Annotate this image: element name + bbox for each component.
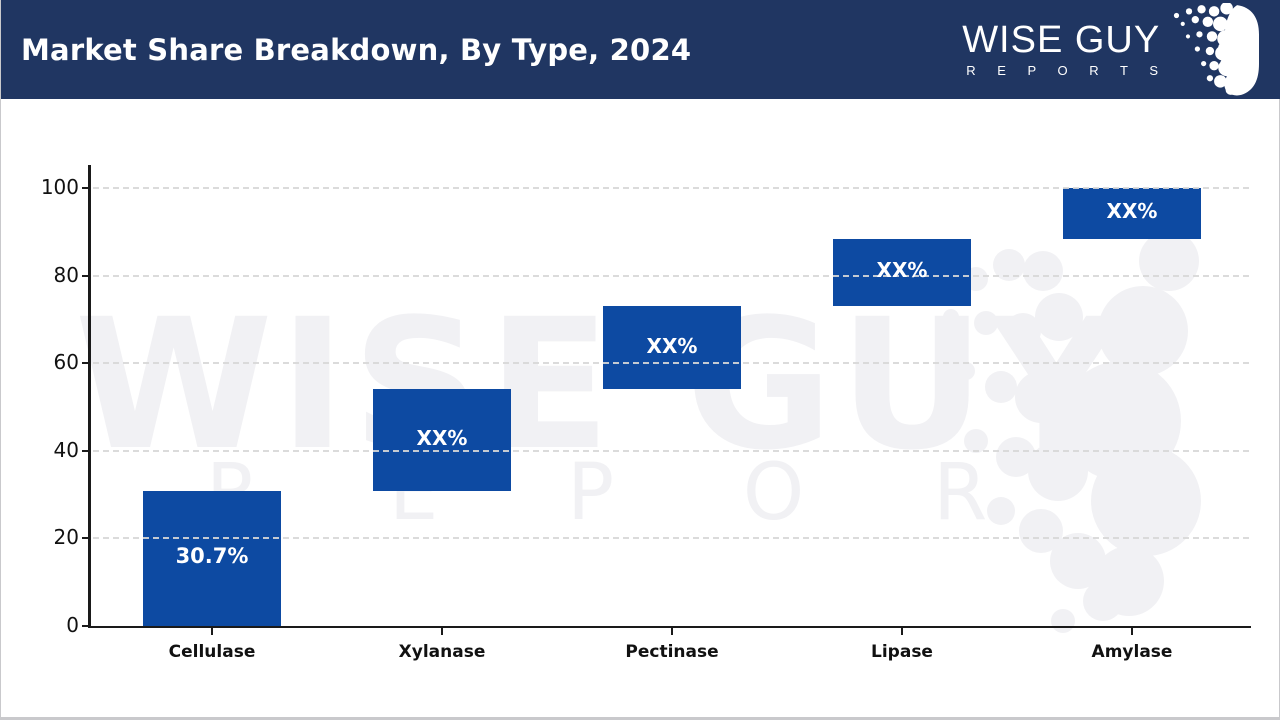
bar-cellulase — [143, 491, 281, 626]
gridline-y20 — [93, 537, 1249, 539]
gridline-y60 — [93, 362, 1249, 364]
x-axis-category-label: Cellulase — [168, 641, 256, 662]
y-axis-tick-mark — [82, 362, 90, 364]
y-axis-tick-label: 80 — [53, 262, 79, 287]
bar-value-label: XX% — [876, 258, 928, 283]
brand-name: WISE GUY — [962, 19, 1161, 61]
bar-pectinase — [603, 306, 741, 390]
x-axis-category-label: Xylanase — [398, 641, 486, 662]
x-axis-tick-mark — [441, 625, 443, 635]
y-axis-tick-mark — [82, 537, 90, 539]
x-axis-tick-mark — [1131, 625, 1133, 635]
y-axis-spine — [88, 165, 91, 628]
brand-logo: WISE GUY R E P O R T S — [962, 2, 1280, 97]
y-axis-tick-mark — [82, 624, 90, 627]
page-title: Market Share Breakdown, By Type, 2024 — [21, 32, 692, 67]
y-axis-tick-label: 40 — [53, 437, 79, 462]
x-axis-tick-mark — [901, 625, 903, 635]
bar-value-label: XX% — [416, 426, 468, 451]
bar-value-label: XX% — [1106, 199, 1158, 224]
y-axis-tick-label: 60 — [53, 350, 79, 374]
gridline-y40 — [93, 449, 1249, 452]
header-banner: Market Share Breakdown, By Type, 2024 WI… — [1, 0, 1280, 99]
y-axis-tick-label: 0 — [66, 612, 79, 637]
chart-area: WISE GUY R E P O R T S 30.7% XX% XX% XX% XX%… — [1, 99, 1280, 717]
watermark-line1: WISE GUY — [74, 281, 1127, 490]
bar-xylanase — [373, 389, 511, 492]
gridline-y100 — [93, 187, 1249, 189]
bar-value-label: 30.7% — [175, 544, 249, 569]
logo-face-icon — [1173, 2, 1259, 95]
y-axis-tick-label: 20 — [53, 525, 79, 549]
x-axis-category-label: Pectinase — [625, 641, 719, 662]
bar-lipase — [833, 238, 971, 307]
y-axis-tick-mark — [82, 274, 90, 277]
bar-value-label: XX% — [646, 333, 698, 358]
watermark-face-icon — [943, 231, 1201, 633]
gridline-y80 — [93, 274, 1249, 277]
y-axis-tick-mark — [82, 449, 90, 452]
brand-logo-text: WISE GUY R E P O R T S — [962, 21, 1167, 78]
y-axis-tick-mark — [82, 187, 90, 189]
brand-subtitle: R E P O R T S — [966, 63, 1167, 78]
watermark-line2: R E P O R T S — [206, 448, 1280, 538]
x-axis-tick-mark — [211, 625, 213, 635]
y-axis-tick-label: 100 — [40, 175, 79, 199]
x-axis-spine — [88, 625, 1251, 628]
bar-amylase — [1063, 188, 1201, 239]
x-axis-tick-mark — [671, 625, 673, 635]
x-axis-category-label: Lipase — [871, 641, 933, 662]
x-axis-category-label: Amylase — [1091, 641, 1173, 662]
